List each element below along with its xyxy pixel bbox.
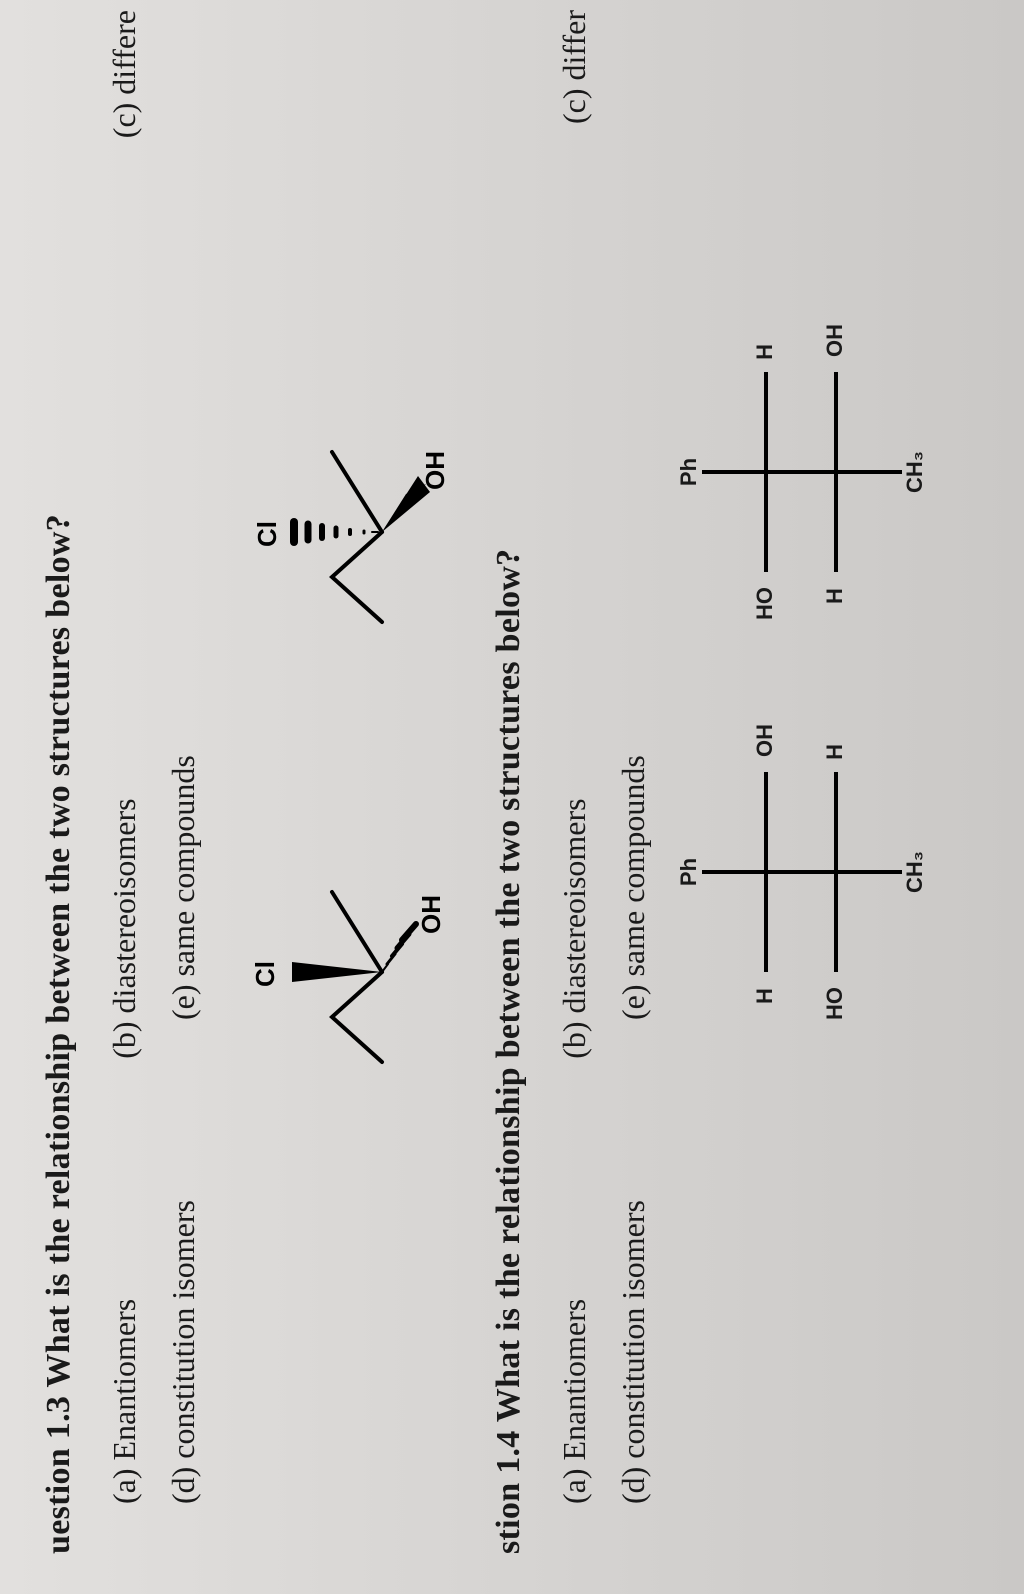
q13-option-c: (c) differe — [106, 10, 143, 138]
cl-label-r: Cl — [252, 521, 282, 547]
fischer-hline-2 — [834, 772, 838, 972]
q13-structure-right: Cl OH — [232, 362, 452, 642]
fischer-hline-1-r — [764, 372, 768, 572]
fischer-vline — [702, 870, 902, 874]
q14-option-a: (a) Enantiomers — [556, 1299, 593, 1504]
bottom-label-r: CH₃ — [902, 451, 928, 493]
left1-label-r: HO — [752, 587, 778, 620]
left2-label: HO — [822, 987, 848, 1020]
fischer-vline-r — [702, 470, 902, 474]
top-label: Ph — [676, 858, 702, 886]
q13-header: uestion 1.3 What is the relationship bet… — [40, 10, 78, 1554]
right1-label: OH — [752, 724, 778, 757]
q14-option-d: (d) constitution isomers — [615, 1200, 652, 1504]
right1-label-r: H — [752, 344, 778, 360]
q14-options-row-2: (d) constitution isomers (e) same compou… — [615, 10, 652, 1504]
q13-option-e: (e) same compounds — [165, 755, 202, 1020]
q14-fischer-left: Ph H OH HO H CH₃ — [682, 752, 922, 992]
q13-structure-left: Cl OH — [232, 802, 452, 1082]
cl-label: Cl — [250, 961, 280, 987]
oh-label: OH — [416, 895, 446, 934]
q14-option-b: (b) diastereoisomers — [556, 798, 593, 1058]
left1-label: H — [752, 988, 778, 1004]
left2-label-r: H — [822, 588, 848, 604]
right2-label: H — [822, 744, 848, 760]
q13-option-a: (a) Enantiomers — [106, 1299, 143, 1504]
fischer-hline-2-r — [834, 372, 838, 572]
top-label-r: Ph — [676, 458, 702, 486]
q14-structures: Ph H OH HO H CH₃ Ph HO H H OH CH₃ — [682, 10, 922, 1334]
fischer-hline-1 — [764, 772, 768, 972]
q13-options-row-1: (a) Enantiomers (b) diastereoisomers (c)… — [106, 10, 143, 1504]
q14-header: stion 1.4 What is the relationship betwe… — [490, 10, 528, 1554]
q13-option-b: (b) diastereoisomers — [106, 798, 143, 1058]
q13-structures: Cl OH Cl OH — [232, 10, 452, 1434]
right2-label-r: OH — [822, 324, 848, 357]
bottom-label: CH₃ — [902, 851, 928, 893]
q13-option-d: (d) constitution isomers — [165, 1200, 202, 1504]
q14-option-e: (e) same compounds — [615, 755, 652, 1020]
q14-option-c: (c) differ — [556, 10, 593, 124]
oh-label-r: OH — [420, 451, 450, 490]
q14-options-row-1: (a) Enantiomers (b) diastereoisomers (c)… — [556, 10, 593, 1504]
q13-options-row-2: (d) constitution isomers (e) same compou… — [165, 10, 202, 1504]
q14-fischer-right: Ph HO H H OH CH₃ — [682, 352, 922, 592]
